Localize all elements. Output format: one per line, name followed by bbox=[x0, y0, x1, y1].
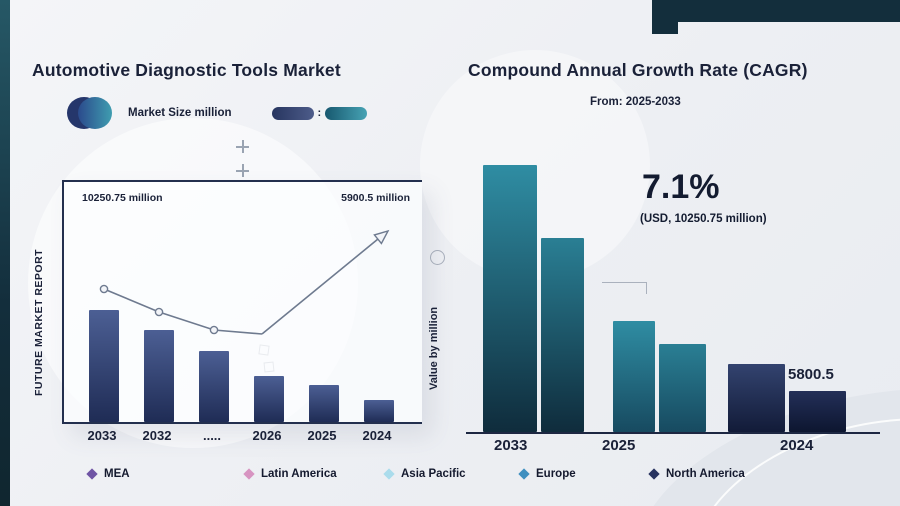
cagr-bar-group-2033 bbox=[483, 165, 584, 432]
legend-diamond-icon bbox=[243, 468, 255, 480]
cagr-note: (USD, 10250.75 million) bbox=[640, 213, 767, 225]
legend-label: North America bbox=[666, 468, 745, 480]
x-axis-label: 2033 bbox=[87, 428, 117, 443]
market-size-bar-2033 bbox=[89, 310, 119, 422]
step-line-decoration bbox=[602, 282, 647, 294]
cagr-value: 7.1% bbox=[642, 168, 720, 206]
right-chart-title: Compound Annual Growth Rate (CAGR) bbox=[468, 60, 808, 80]
x-axis-label: 2026 bbox=[252, 428, 282, 443]
cagr-bar-2033-secondary bbox=[541, 238, 584, 432]
legend-label: Asia Pacific bbox=[401, 468, 466, 480]
annotation-end-value: 5900.5 million bbox=[341, 192, 410, 204]
legend-pill-teal bbox=[325, 106, 368, 120]
legend-item-mea: MEA bbox=[86, 467, 130, 481]
market-size-cylinder-icon bbox=[67, 97, 112, 129]
cagr-bar-group-2024 bbox=[728, 364, 846, 432]
market-size-bar-..... bbox=[199, 351, 229, 422]
legend-label: Europe bbox=[536, 468, 576, 480]
legend-diamond-icon bbox=[86, 468, 98, 480]
legend-pill-dark bbox=[271, 106, 314, 120]
plus-icon bbox=[236, 164, 249, 177]
x-label-2033: 2033 bbox=[494, 437, 528, 454]
market-size-chart: 10250.75 million 5900.5 million bbox=[62, 180, 422, 424]
top-right-band bbox=[652, 0, 900, 22]
market-size-bar-2024 bbox=[364, 400, 394, 422]
x-axis-label: ..... bbox=[202, 428, 222, 443]
pill-separator: : bbox=[317, 107, 322, 119]
cagr-bar-2025-primary bbox=[613, 321, 655, 432]
cagr-chart: 5800.5 bbox=[466, 158, 880, 434]
x-label-2025: 2025 bbox=[602, 437, 636, 454]
left-chart-title: Automotive Diagnostic Tools Market bbox=[32, 60, 341, 80]
legend-diamond-icon bbox=[648, 468, 660, 480]
x-label-2024: 2024 bbox=[780, 437, 814, 454]
left-x-axis: 2033 2032..... 2026 2025 2024 bbox=[62, 428, 420, 443]
market-size-bar-2025 bbox=[309, 385, 339, 422]
legend-diamond-icon bbox=[383, 468, 395, 480]
legend-item-asia-pacific: Asia Pacific bbox=[383, 467, 466, 481]
market-size-bar-2032 bbox=[144, 330, 174, 422]
legend-label: Latin America bbox=[261, 468, 337, 480]
legend-item-latin-america: Latin America bbox=[243, 467, 337, 481]
legend-item-europe: Europe bbox=[518, 467, 576, 481]
x-axis-label: 2025 bbox=[307, 428, 337, 443]
legend-label: MEA bbox=[104, 468, 130, 480]
legend-item-north-america: North America bbox=[648, 467, 745, 481]
right-chart-subtitle: From: 2025-2033 bbox=[590, 96, 681, 108]
cagr-bar-2025-secondary bbox=[659, 344, 706, 432]
y-axis-label: Value by million bbox=[428, 306, 440, 390]
annotation-max-value: 10250.75 million bbox=[82, 192, 163, 204]
cagr-bar-2024-secondary bbox=[789, 391, 846, 432]
legend-diamond-icon bbox=[518, 468, 530, 480]
x-axis-label: 2024 bbox=[362, 428, 392, 443]
market-size-bars bbox=[64, 310, 422, 422]
plus-icon bbox=[236, 140, 249, 153]
market-size-bar-2026 bbox=[254, 376, 284, 422]
side-watermark: FUTURE MARKET REPORT bbox=[33, 248, 45, 396]
market-size-legend: Market Size million : bbox=[64, 92, 368, 134]
cagr-bar-group-2025 bbox=[613, 321, 706, 432]
cagr-bar-2033-primary bbox=[483, 165, 537, 432]
market-size-legend-label: Market Size million bbox=[128, 107, 232, 119]
bar-value-label: 5800.5 bbox=[788, 366, 834, 383]
circle-outline-icon bbox=[430, 250, 445, 265]
x-axis-label: 2032 bbox=[142, 428, 172, 443]
left-edge-bar bbox=[0, 0, 10, 506]
cagr-bar-2024-primary bbox=[728, 364, 785, 432]
